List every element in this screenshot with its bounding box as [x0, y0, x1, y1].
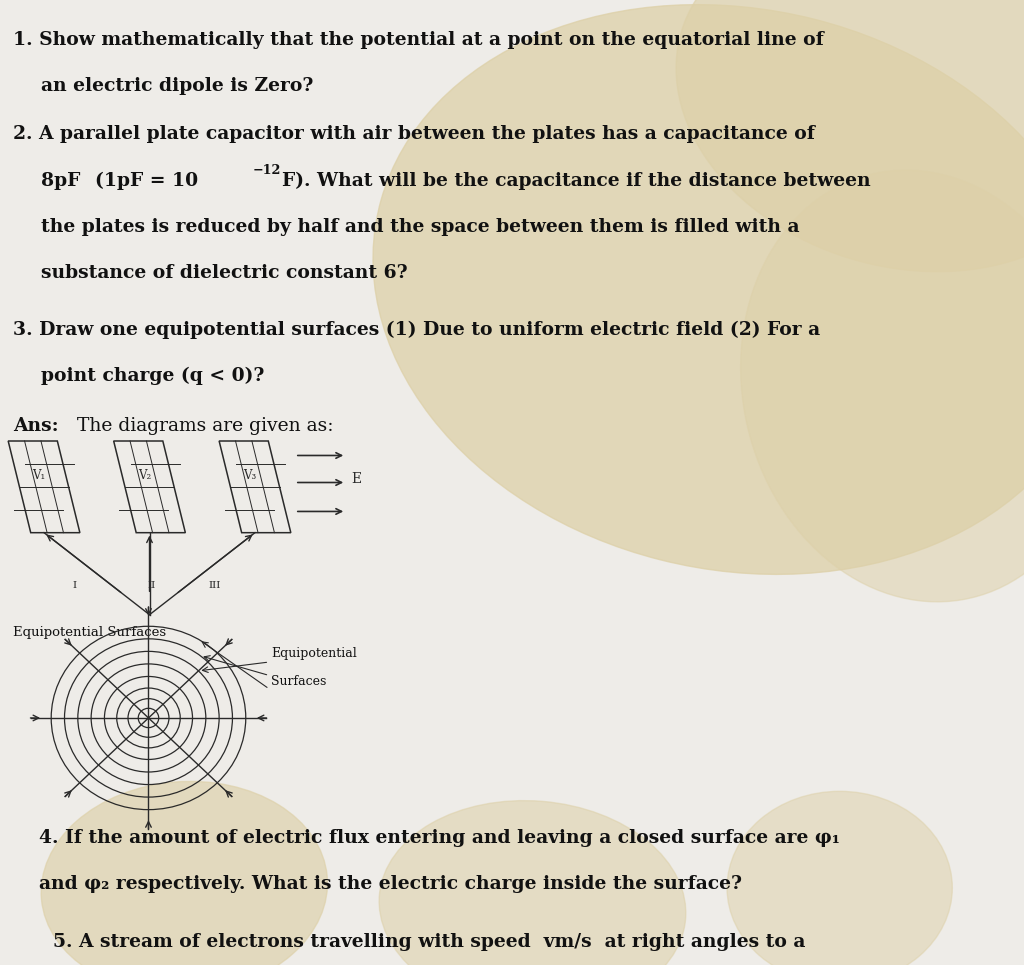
Text: 1. Show mathematically that the potential at a point on the equatorial line of: 1. Show mathematically that the potentia…	[13, 31, 824, 49]
Text: 3. Draw one equipotential surfaces (1) Due to uniform electric field (2) For a: 3. Draw one equipotential surfaces (1) D…	[13, 320, 820, 339]
Text: Surfaces: Surfaces	[271, 675, 327, 687]
Text: F). What will be the capacitance if the distance between: F). What will be the capacitance if the …	[282, 172, 870, 190]
Text: the plates is reduced by half and the space between them is filled with a: the plates is reduced by half and the sp…	[41, 218, 800, 236]
Text: point charge (q < 0)?: point charge (q < 0)?	[41, 367, 264, 385]
Text: III: III	[208, 582, 221, 591]
Text: and φ₂ respectively. What is the electric charge inside the surface?: and φ₂ respectively. What is the electri…	[39, 875, 742, 894]
Text: substance of dielectric constant 6?: substance of dielectric constant 6?	[41, 264, 408, 283]
Text: II: II	[147, 582, 156, 591]
Text: The diagrams are given as:: The diagrams are given as:	[77, 417, 333, 435]
Text: V₃: V₃	[243, 469, 256, 482]
Text: 2. A parallel plate capacitor with air between the plates has a capacitance of: 2. A parallel plate capacitor with air b…	[13, 125, 815, 144]
Ellipse shape	[727, 791, 952, 965]
Text: Equipotential Surfaces: Equipotential Surfaces	[13, 626, 167, 639]
Ellipse shape	[373, 5, 1024, 574]
Text: an electric dipole is Zero?: an electric dipole is Zero?	[41, 77, 313, 96]
Ellipse shape	[379, 801, 686, 965]
Text: Ans:: Ans:	[13, 417, 66, 435]
Ellipse shape	[41, 782, 328, 965]
Text: V₁: V₁	[32, 469, 45, 482]
Text: E: E	[351, 472, 361, 486]
Text: 8pF: 8pF	[41, 172, 87, 190]
Text: Equipotential: Equipotential	[271, 648, 357, 660]
Text: I: I	[72, 582, 77, 591]
Text: 5. A stream of electrons travelling with speed  vm/s  at right angles to a: 5. A stream of electrons travelling with…	[53, 933, 806, 951]
Text: −12: −12	[253, 164, 282, 177]
Text: (1pF = 10: (1pF = 10	[95, 172, 199, 190]
Ellipse shape	[740, 170, 1024, 602]
Ellipse shape	[676, 0, 1024, 272]
Text: 4. If the amount of electric flux entering and leaving a closed surface are φ₁: 4. If the amount of electric flux enteri…	[39, 829, 840, 847]
Text: V₂: V₂	[137, 469, 151, 482]
